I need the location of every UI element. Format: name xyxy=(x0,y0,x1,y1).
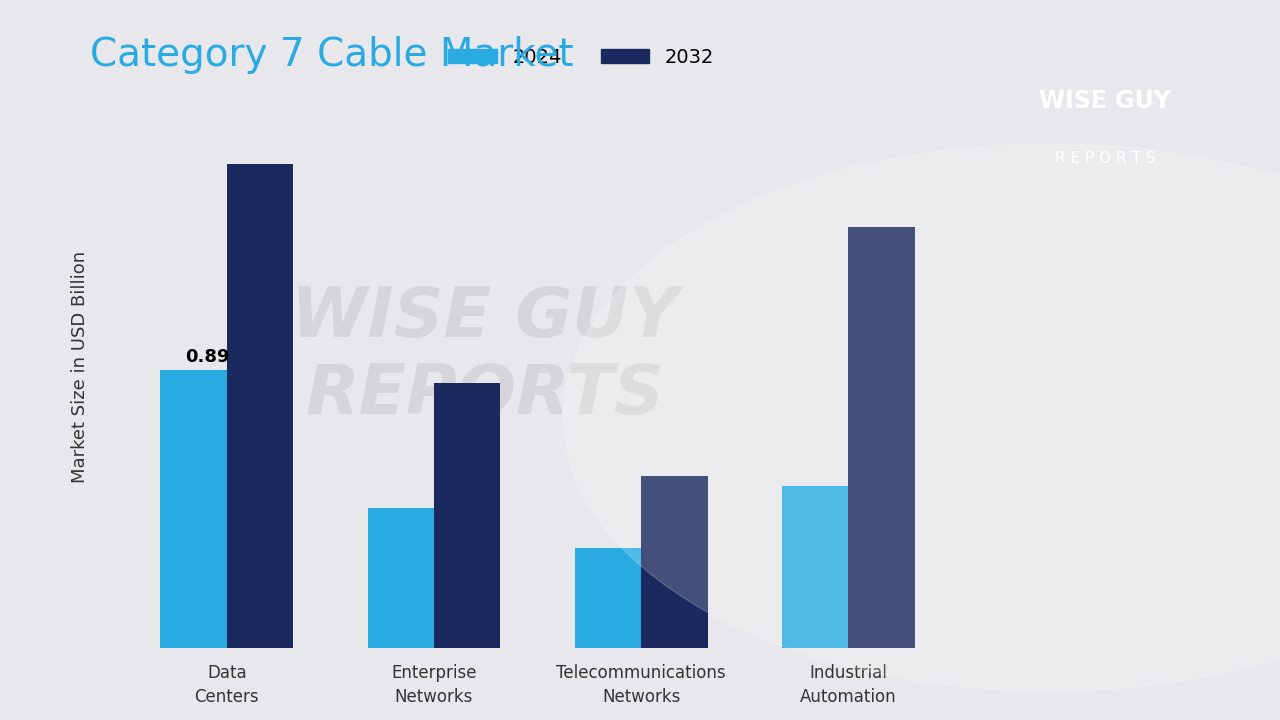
Bar xyxy=(160,370,227,648)
Legend: 2024, 2032: 2024, 2032 xyxy=(440,40,722,74)
Text: WISE GUY: WISE GUY xyxy=(1039,89,1171,113)
Bar xyxy=(575,548,641,648)
Text: 0.89: 0.89 xyxy=(186,348,230,366)
Bar xyxy=(641,477,708,648)
Y-axis label: Market Size in USD Billion: Market Size in USD Billion xyxy=(70,251,88,483)
Text: WISE GUY
REPORTS: WISE GUY REPORTS xyxy=(292,284,680,428)
Circle shape xyxy=(563,144,1280,691)
Bar xyxy=(849,227,915,648)
Bar xyxy=(434,383,500,648)
Text: R E P O R T S: R E P O R T S xyxy=(1055,151,1156,166)
Bar xyxy=(227,164,293,648)
Bar xyxy=(367,508,434,648)
Bar xyxy=(782,486,849,648)
Text: Category 7 Cable Market: Category 7 Cable Market xyxy=(90,36,573,74)
